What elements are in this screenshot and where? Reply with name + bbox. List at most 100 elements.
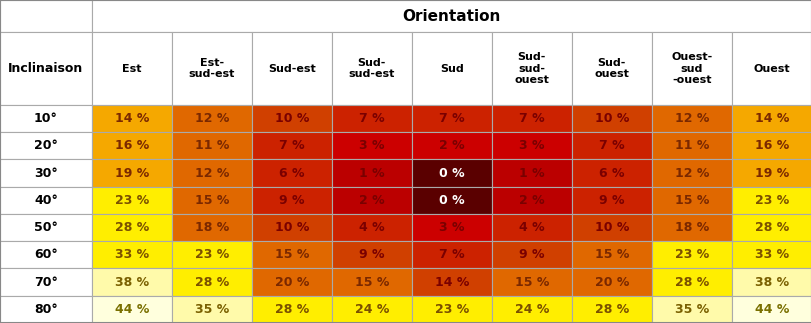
Text: 33 %: 33 % [754,248,788,261]
Text: 14 %: 14 % [754,112,788,125]
Text: 23 %: 23 % [674,248,708,261]
Text: 9 %: 9 % [599,194,624,207]
Text: 15 %: 15 % [594,248,629,261]
Text: 2 %: 2 % [439,139,464,152]
Bar [651,268,731,296]
Bar [172,160,251,187]
Bar [172,241,251,268]
Bar [92,0,811,32]
Bar [251,214,332,241]
Bar [0,32,92,105]
Bar [491,187,571,214]
Text: 70°: 70° [34,276,58,289]
Bar [731,32,811,105]
Bar [332,105,411,132]
Bar [332,132,411,160]
Text: 16 %: 16 % [754,139,788,152]
Bar [491,268,571,296]
Bar [571,241,651,268]
Text: 3 %: 3 % [439,221,464,234]
Text: 16 %: 16 % [114,139,148,152]
Bar [251,296,332,323]
Bar [172,32,251,105]
Bar [0,241,92,268]
Text: 15 %: 15 % [514,276,548,289]
Bar [411,241,491,268]
Text: 18 %: 18 % [195,221,229,234]
Text: 23 %: 23 % [195,248,229,261]
Text: Orientation: Orientation [402,9,500,24]
Text: 9 %: 9 % [279,194,304,207]
Bar [731,268,811,296]
Bar [0,132,92,160]
Bar [172,214,251,241]
Bar [251,105,332,132]
Text: Sud-
ouest: Sud- ouest [594,58,629,79]
Bar [411,32,491,105]
Text: 35 %: 35 % [195,303,229,316]
Text: 2 %: 2 % [358,194,384,207]
Bar [332,187,411,214]
Text: 24 %: 24 % [514,303,548,316]
Text: 9 %: 9 % [358,248,384,261]
Bar [651,187,731,214]
Bar [731,187,811,214]
Bar [92,32,172,105]
Text: 20°: 20° [34,139,58,152]
Text: 1 %: 1 % [358,167,384,180]
Text: 24 %: 24 % [354,303,388,316]
Bar [491,214,571,241]
Bar [92,132,172,160]
Bar [411,268,491,296]
Bar [731,105,811,132]
Bar [411,160,491,187]
Bar [651,32,731,105]
Text: 12 %: 12 % [195,112,229,125]
Bar [92,241,172,268]
Text: 6 %: 6 % [599,167,624,180]
Text: 15 %: 15 % [274,248,309,261]
Bar [491,160,571,187]
Text: 4 %: 4 % [358,221,384,234]
Text: 10 %: 10 % [274,221,309,234]
Text: 19 %: 19 % [754,167,788,180]
Bar [491,132,571,160]
Text: Sud-est: Sud-est [268,64,315,74]
Bar [731,241,811,268]
Text: 28 %: 28 % [674,276,708,289]
Text: Est: Est [122,64,141,74]
Bar [651,160,731,187]
Bar [92,214,172,241]
Text: 28 %: 28 % [114,221,148,234]
Text: 2 %: 2 % [518,194,544,207]
Text: 12 %: 12 % [674,112,708,125]
Text: 60°: 60° [34,248,58,261]
Text: 28 %: 28 % [594,303,629,316]
Bar [411,214,491,241]
Text: 18 %: 18 % [674,221,708,234]
Text: 1 %: 1 % [518,167,544,180]
Bar [651,241,731,268]
Text: 23 %: 23 % [434,303,469,316]
Text: 28 %: 28 % [754,221,788,234]
Bar [0,105,92,132]
Text: 11 %: 11 % [195,139,229,152]
Bar [651,296,731,323]
Bar [571,296,651,323]
Bar [651,214,731,241]
Text: 7 %: 7 % [439,112,464,125]
Text: 6 %: 6 % [279,167,304,180]
Bar [172,296,251,323]
Bar [491,105,571,132]
Text: 30°: 30° [34,167,58,180]
Text: 15 %: 15 % [674,194,708,207]
Text: 50°: 50° [34,221,58,234]
Bar [0,268,92,296]
Bar [92,268,172,296]
Text: 15 %: 15 % [195,194,229,207]
Text: 10 %: 10 % [594,112,629,125]
Bar [571,214,651,241]
Bar [332,296,411,323]
Text: Est-
sud-est: Est- sud-est [188,58,234,79]
Bar [92,187,172,214]
